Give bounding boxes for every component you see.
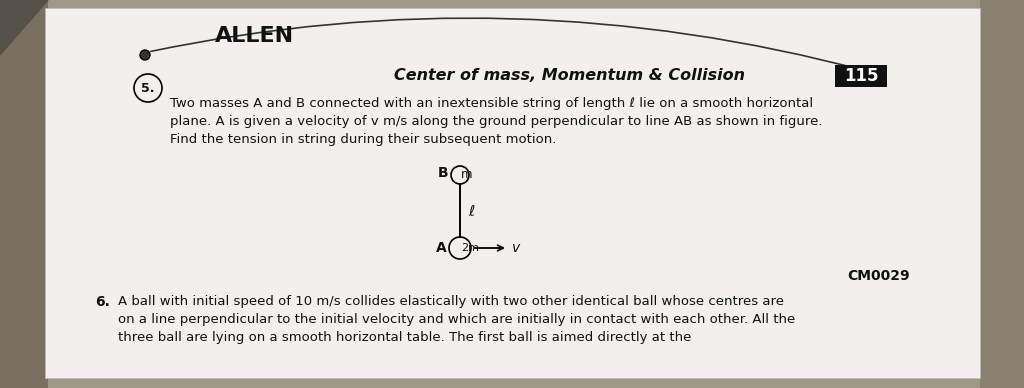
Text: 5.: 5. (141, 81, 155, 95)
Text: plane. A is given a velocity of v m/s along the ground perpendicular to line AB : plane. A is given a velocity of v m/s al… (170, 115, 822, 128)
Text: 2m: 2m (461, 243, 479, 253)
Circle shape (140, 50, 150, 60)
Text: ALLEN: ALLEN (215, 26, 294, 46)
Text: m: m (461, 168, 472, 182)
Text: CM0029: CM0029 (848, 269, 910, 283)
Text: A ball with initial speed of 10 m/s collides elastically with two other identica: A ball with initial speed of 10 m/s coll… (118, 295, 784, 308)
Text: on a line perpendicular to the initial velocity and which are initially in conta: on a line perpendicular to the initial v… (118, 313, 796, 326)
Text: 115: 115 (844, 67, 879, 85)
Text: Center of mass, Momentum & Collision: Center of mass, Momentum & Collision (394, 68, 745, 83)
Bar (835, 65, 887, 87)
Text: A: A (436, 241, 447, 255)
Polygon shape (0, 0, 48, 55)
Text: three ball are lying on a smooth horizontal table. The first ball is aimed direc: three ball are lying on a smooth horizon… (118, 331, 691, 344)
Text: ℓ: ℓ (468, 204, 474, 219)
Bar (0, 0, 48, 388)
Text: 6.: 6. (95, 295, 110, 309)
Text: v: v (512, 241, 520, 255)
Text: Two masses A and B connected with an inextensible string of length ℓ lie on a sm: Two masses A and B connected with an ine… (170, 97, 813, 110)
Text: Find the tension in string during their subsequent motion.: Find the tension in string during their … (170, 133, 556, 146)
Bar (980, 0, 1024, 388)
Text: B: B (437, 166, 449, 180)
